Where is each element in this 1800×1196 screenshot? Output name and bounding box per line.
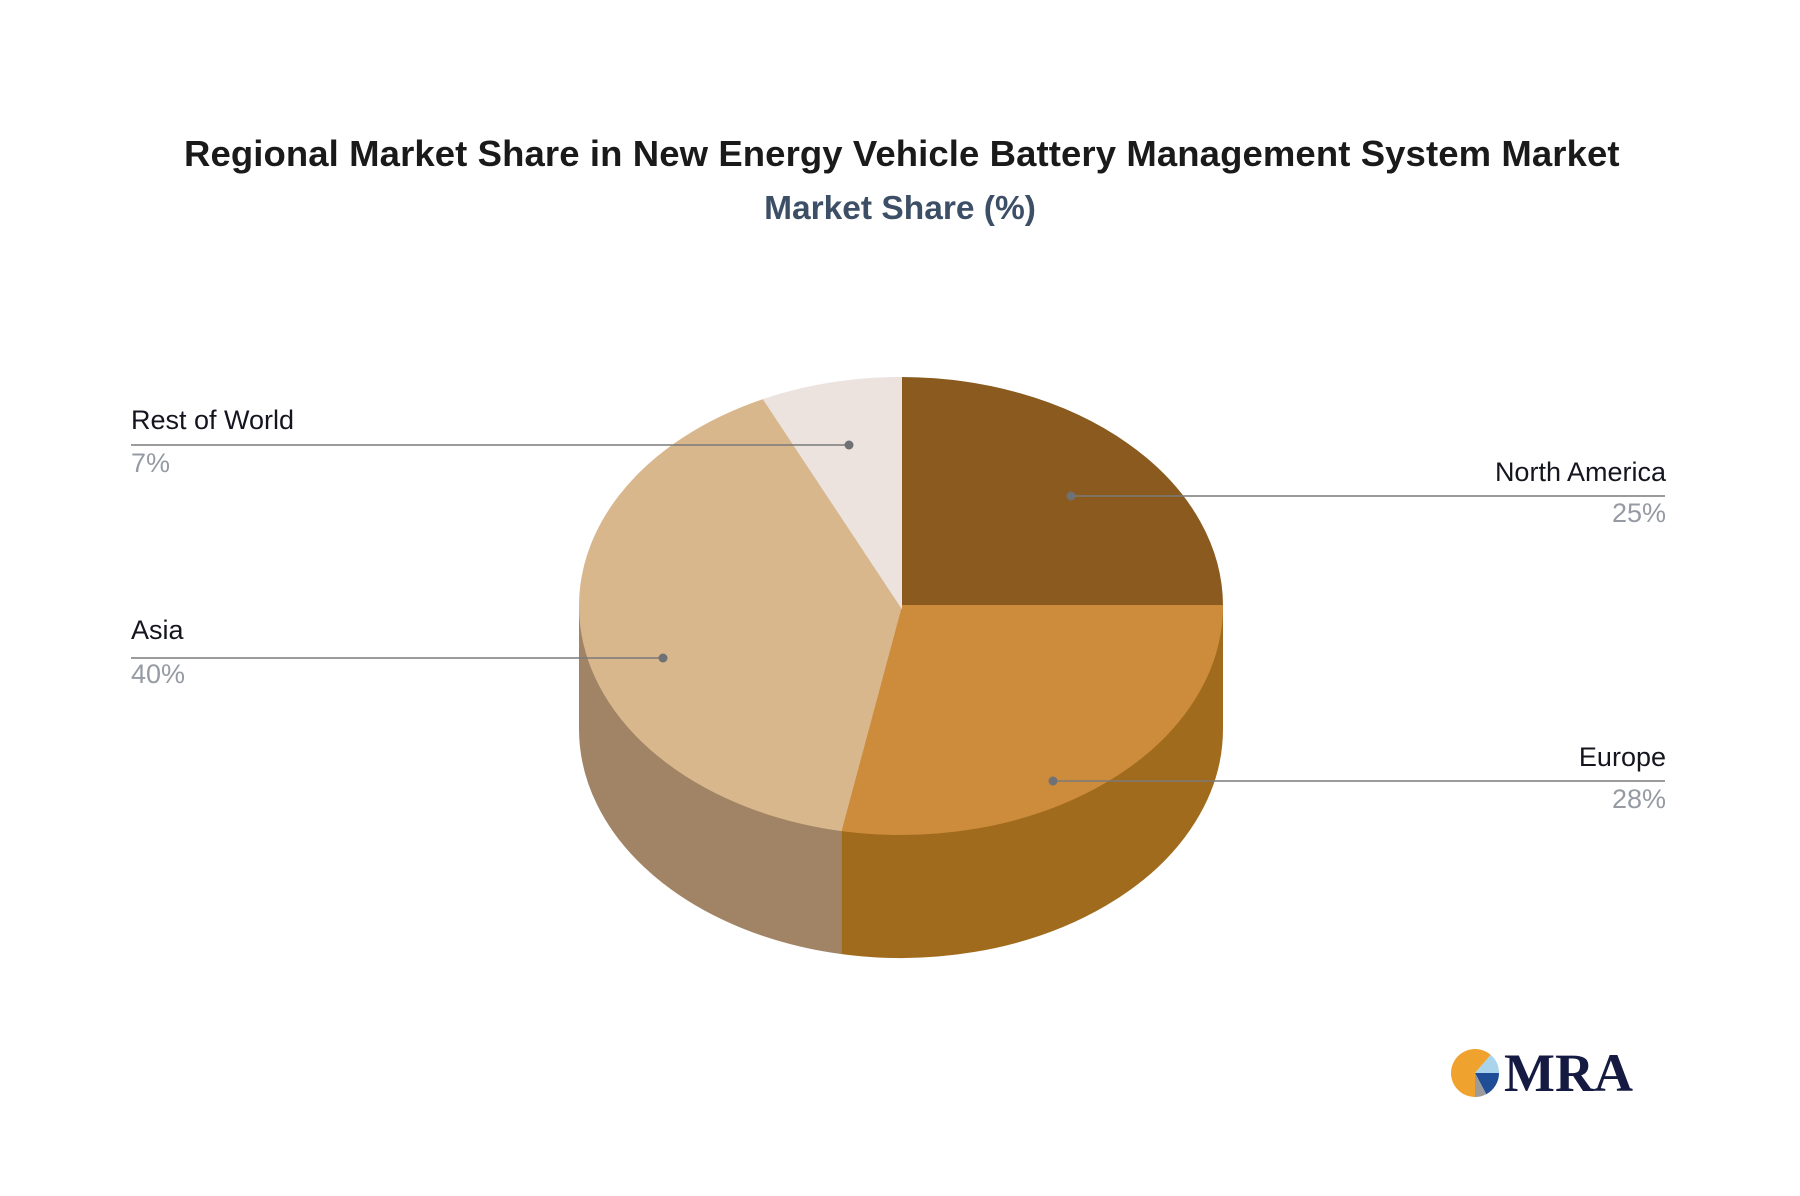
svg-text:MRA: MRA (1504, 1043, 1633, 1103)
